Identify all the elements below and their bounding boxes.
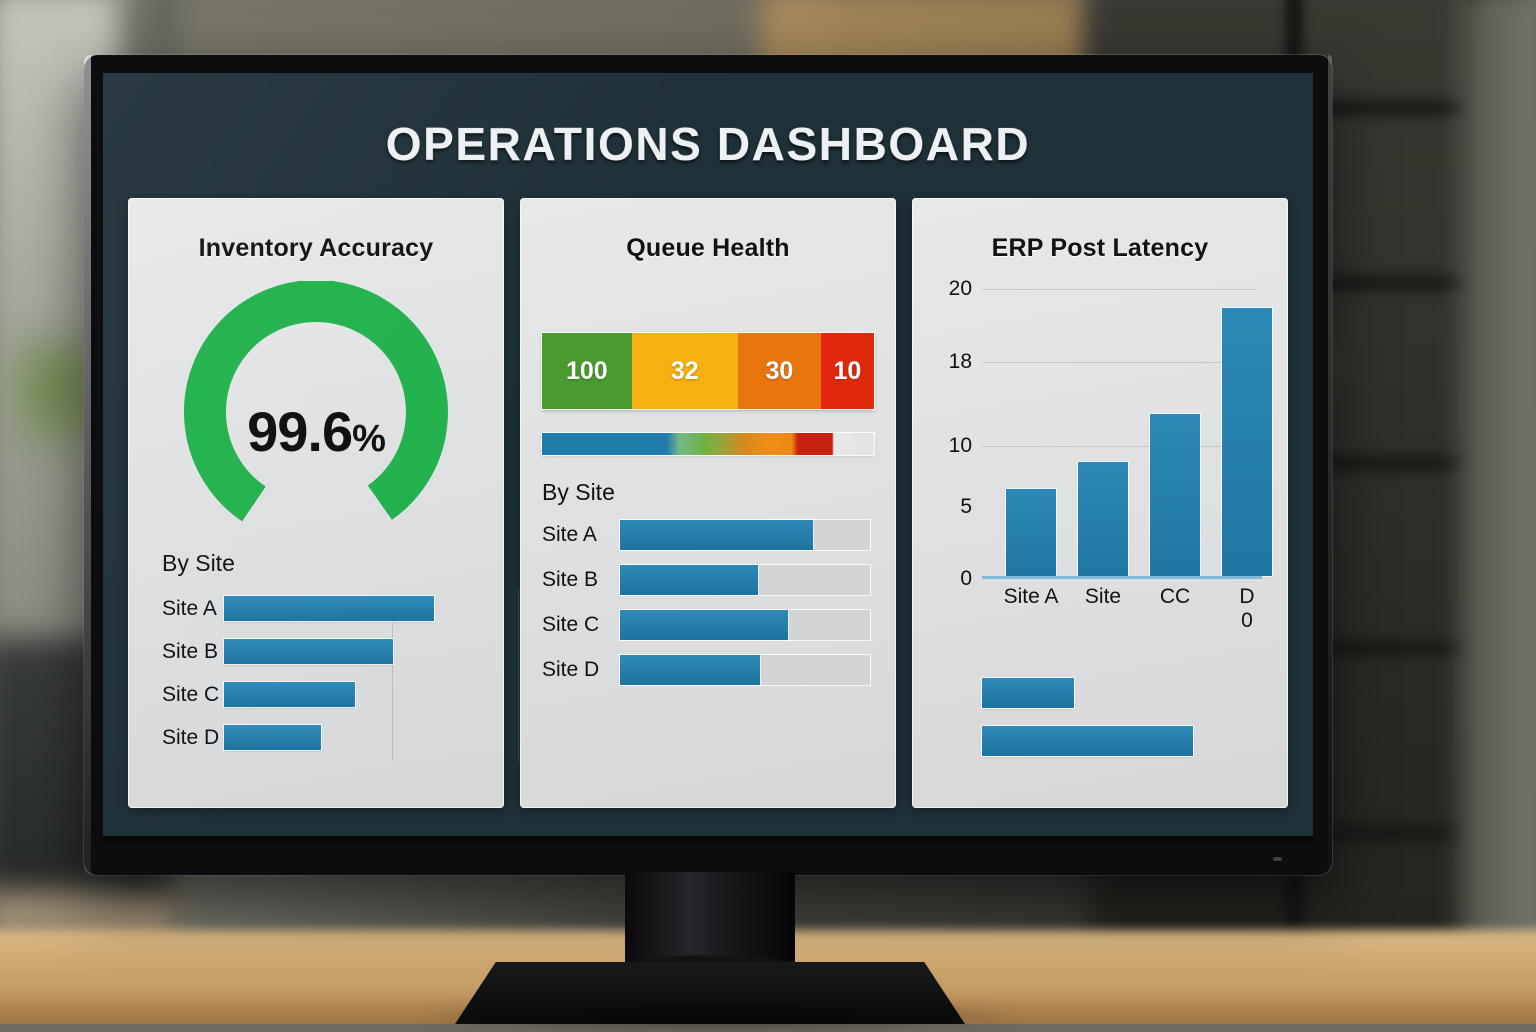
gridline [982, 361, 1256, 363]
wall-right [1460, 0, 1536, 1024]
x-axis-tick: CC [1159, 585, 1191, 608]
power-led-icon [1273, 857, 1282, 861]
row-progress-fill [620, 519, 813, 550]
x-axis-tick: Site A [1003, 585, 1059, 608]
chart-bar[interactable] [1006, 488, 1056, 576]
table-row[interactable]: Site D [128, 716, 504, 759]
x-axis-tick: D 0 [1239, 585, 1255, 632]
table-row[interactable]: Site C [520, 602, 896, 647]
panel-erp-post-latency[interactable]: ERP Post Latency 20 18 10 5 0 [912, 198, 1288, 808]
gridline [982, 445, 1256, 447]
x-axis-line [982, 576, 1262, 579]
page-title: OPERATIONS DASHBOARD [385, 118, 1031, 170]
gridline [392, 623, 393, 761]
y-axis-tick: 20 [948, 277, 972, 300]
panel-title-queue: Queue Health [626, 234, 790, 262]
table-row[interactable]: Site A [128, 587, 504, 630]
row-bar-area [224, 673, 504, 716]
chart-bar[interactable] [1222, 308, 1272, 576]
row-label: Site D [162, 725, 220, 749]
y-axis-tick: 0 [960, 567, 972, 590]
queue-segment-bar: 100 32 30 10 [542, 333, 874, 409]
chart-bar[interactable] [1078, 461, 1128, 576]
row-label: Site A [162, 596, 217, 620]
summary-bar [982, 678, 1074, 708]
gridline [518, 587, 519, 762]
row-bar-area [224, 630, 504, 673]
inventory-by-site: By Site Site A Site B [128, 550, 519, 762]
queue-segment[interactable]: 10 [820, 333, 874, 409]
gauge-value: 99.6% [166, 399, 466, 464]
row-progress-fill [620, 564, 758, 595]
table-row[interactable]: Site C [128, 673, 504, 716]
panel-title-erp: ERP Post Latency [991, 234, 1209, 262]
row-progress-track [620, 654, 870, 685]
row-label: Site C [162, 682, 220, 706]
inventory-gauge: 99.6% [166, 281, 466, 541]
gridline [982, 289, 1256, 290]
monitor-screen: OPERATIONS DASHBOARD Inventory Accuracy … [103, 73, 1313, 836]
table-row[interactable]: Site D [520, 647, 896, 692]
chart-bar[interactable] [1150, 413, 1200, 576]
row-progress-track [620, 609, 870, 640]
dashboard: OPERATIONS DASHBOARD Inventory Accuracy … [103, 73, 1313, 836]
row-label: Site A [542, 522, 597, 546]
table-row[interactable]: Site A [520, 512, 896, 557]
y-axis-tick: 5 [960, 494, 972, 518]
row-progress-fill [620, 609, 788, 640]
panel-inventory-accuracy[interactable]: Inventory Accuracy 99.6% By Site [128, 198, 519, 808]
bezel-highlight-left [84, 55, 91, 875]
x-axis-tick: Site [1084, 585, 1122, 608]
monitor: OPERATIONS DASHBOARD Inventory Accuracy … [84, 55, 1332, 875]
queue-gradient-fill [542, 433, 855, 455]
y-axis-tick: 10 [948, 433, 972, 457]
erp-summary-bars [912, 678, 1288, 774]
row-bar [224, 639, 393, 664]
row-bar-area [224, 587, 504, 630]
row-label: Site B [162, 639, 219, 663]
table-row[interactable]: Site B [520, 557, 896, 602]
row-label: Site B [542, 567, 599, 591]
y-axis-tick: 18 [948, 349, 972, 373]
row-bar [224, 682, 355, 707]
bezel-highlight-right [1328, 55, 1332, 875]
panel-title-inventory: Inventory Accuracy [198, 234, 434, 262]
panel-queue-health[interactable]: Queue Health 100 32 30 10 By Site Site A [520, 198, 896, 808]
panel-row: Inventory Accuracy 99.6% By Site [103, 198, 1313, 808]
queue-segment[interactable]: 32 [631, 333, 738, 409]
row-bar-area [224, 716, 504, 759]
by-site-label: By Site [162, 550, 235, 576]
queue-segment[interactable]: 30 [737, 333, 821, 409]
gauge-arc-icon [184, 281, 448, 522]
stand-shadow [410, 1006, 1030, 1032]
row-label: Site C [542, 612, 600, 636]
table-row[interactable]: Site B [128, 630, 504, 673]
gauge-value-suffix: % [352, 418, 386, 460]
chart-plot-area [988, 289, 1272, 579]
queue-gradient-track [542, 433, 874, 455]
queue-segment[interactable]: 100 [542, 333, 632, 409]
row-label: Site D [542, 657, 600, 681]
summary-bar [982, 726, 1193, 756]
row-progress-fill [620, 654, 760, 685]
row-progress-track [620, 519, 870, 550]
row-progress-track [620, 564, 870, 595]
gauge-value-number: 99.6 [247, 400, 353, 463]
by-site-label: By Site [542, 479, 615, 505]
row-bar [224, 725, 322, 750]
bezel-chin [103, 836, 1313, 846]
erp-bar-chart: 20 18 10 5 0 [932, 277, 1272, 632]
row-bar [224, 596, 434, 621]
